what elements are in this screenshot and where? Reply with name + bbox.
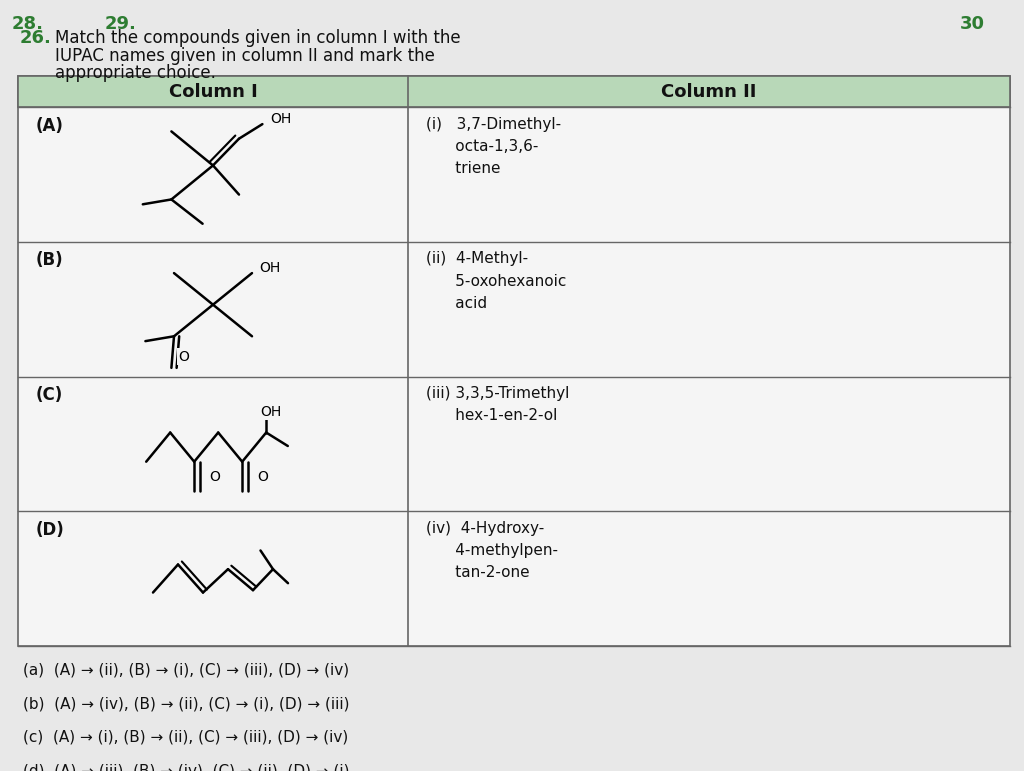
Text: Column I: Column I	[169, 82, 257, 100]
Text: (iii) 3,3,5-Trimethyl
      hex-1-en-2-ol: (iii) 3,3,5-Trimethyl hex-1-en-2-ol	[426, 386, 569, 423]
Text: O: O	[178, 350, 188, 364]
Text: appropriate choice.: appropriate choice.	[55, 65, 216, 82]
Text: (A): (A)	[36, 117, 63, 135]
Text: (B): (B)	[36, 251, 63, 269]
Text: 26.: 26.	[20, 29, 52, 47]
Text: (ii)  4-Methyl-
      5-oxohexanoic
      acid: (ii) 4-Methyl- 5-oxohexanoic acid	[426, 251, 566, 311]
Text: (iv)  4-Hydroxy-
      4-methylpen-
      tan-2-one: (iv) 4-Hydroxy- 4-methylpen- tan-2-one	[426, 520, 558, 580]
Text: OH: OH	[259, 261, 281, 275]
Text: 29.: 29.	[105, 15, 137, 33]
Text: Column II: Column II	[662, 82, 757, 100]
Text: OH: OH	[269, 113, 291, 126]
Text: 28.: 28.	[12, 15, 44, 33]
Text: (a)  (A) → (ii), (B) → (i), (C) → (iii), (D) → (iv): (a) (A) → (ii), (B) → (i), (C) → (iii), …	[23, 662, 349, 678]
Bar	[18, 76, 1010, 107]
Text: Match the compounds given in column I with the: Match the compounds given in column I wi…	[55, 29, 461, 47]
Text: (b)  (A) → (iv), (B) → (ii), (C) → (i), (D) → (iii): (b) (A) → (iv), (B) → (ii), (C) → (i), (…	[23, 696, 349, 712]
Bar	[18, 76, 1010, 646]
Text: OH: OH	[260, 405, 282, 419]
Text: 30: 30	[961, 15, 985, 33]
Text: IUPAC names given in column II and mark the: IUPAC names given in column II and mark …	[55, 47, 435, 65]
Text: O: O	[209, 470, 219, 484]
Text: (d)  (A) → (iii), (B) → (iv), (C) → (ii), (D) → (i): (d) (A) → (iii), (B) → (iv), (C) → (ii),…	[23, 763, 349, 771]
Text: O: O	[257, 470, 267, 484]
Text: (c)  (A) → (i), (B) → (ii), (C) → (iii), (D) → (iv): (c) (A) → (i), (B) → (ii), (C) → (iii), …	[23, 730, 348, 745]
Text: (D): (D)	[36, 520, 65, 539]
Text: (C): (C)	[36, 386, 63, 404]
Text: (i)   3,7-Dimethyl-
      octa-1,3,6-
      triene: (i) 3,7-Dimethyl- octa-1,3,6- triene	[426, 117, 561, 177]
